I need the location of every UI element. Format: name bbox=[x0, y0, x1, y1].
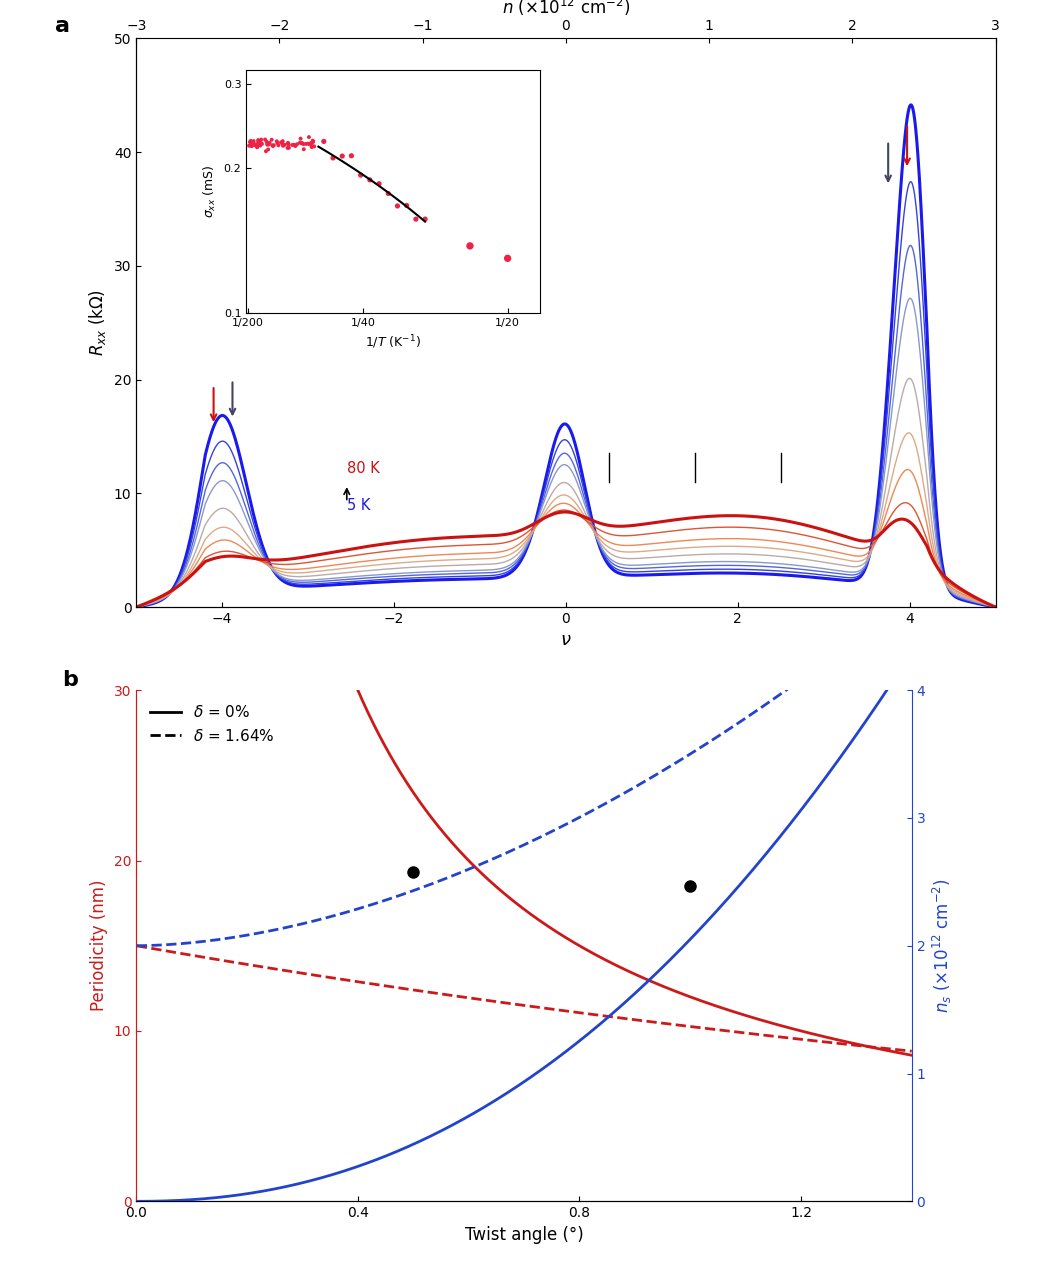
Point bbox=[245, 130, 262, 151]
Point bbox=[461, 235, 478, 256]
Point bbox=[252, 135, 268, 156]
Y-axis label: $R_{xx}$ (k$\Omega$): $R_{xx}$ (k$\Omega$) bbox=[87, 289, 108, 357]
Text: a: a bbox=[54, 15, 69, 36]
Point bbox=[252, 130, 268, 151]
Point bbox=[254, 134, 270, 155]
Point bbox=[276, 134, 292, 155]
Point bbox=[249, 132, 266, 152]
Point bbox=[280, 133, 297, 153]
Point bbox=[302, 134, 319, 155]
Point bbox=[293, 133, 310, 153]
Point bbox=[293, 133, 310, 153]
Point bbox=[303, 134, 320, 155]
Point bbox=[260, 134, 277, 155]
Point bbox=[259, 134, 276, 155]
Point bbox=[279, 138, 296, 158]
Text: b: b bbox=[63, 670, 79, 690]
Y-axis label: $n_s$ ($\times$10$^{12}$ cm$^{-2}$): $n_s$ ($\times$10$^{12}$ cm$^{-2}$) bbox=[931, 878, 954, 1013]
X-axis label: $1/T$ (K$^{-1}$): $1/T$ (K$^{-1}$) bbox=[365, 334, 421, 351]
Point bbox=[253, 133, 269, 153]
Text: 5 K: 5 K bbox=[347, 498, 370, 514]
Point bbox=[243, 135, 260, 156]
Point bbox=[249, 130, 266, 151]
Point bbox=[263, 129, 280, 150]
Point bbox=[242, 132, 259, 152]
Point bbox=[242, 130, 259, 151]
Point bbox=[250, 134, 267, 155]
Point bbox=[280, 134, 297, 155]
Point bbox=[300, 133, 316, 153]
Point bbox=[292, 128, 309, 148]
Point bbox=[303, 137, 320, 157]
Y-axis label: Periodicity (nm): Periodicity (nm) bbox=[90, 881, 108, 1011]
Point bbox=[268, 132, 285, 152]
Point bbox=[275, 130, 291, 151]
Point bbox=[270, 135, 287, 156]
Point bbox=[252, 133, 268, 153]
Point bbox=[288, 134, 305, 155]
Point bbox=[274, 133, 290, 153]
Point bbox=[259, 133, 276, 153]
Point bbox=[247, 134, 264, 155]
Point bbox=[296, 134, 312, 155]
Point bbox=[371, 174, 388, 194]
Point bbox=[272, 132, 289, 152]
Point bbox=[287, 135, 304, 156]
X-axis label: $n$ ($\times$10$^{12}$ cm$^{-2}$): $n$ ($\times$10$^{12}$ cm$^{-2}$) bbox=[502, 0, 630, 18]
Point bbox=[499, 248, 516, 268]
Point bbox=[242, 132, 259, 152]
Point bbox=[253, 129, 269, 150]
Point bbox=[280, 133, 297, 153]
Point bbox=[261, 133, 278, 153]
Point bbox=[244, 133, 261, 153]
Point bbox=[315, 132, 332, 152]
Point bbox=[264, 135, 281, 156]
Point bbox=[275, 135, 291, 156]
Point bbox=[258, 132, 275, 152]
Point bbox=[389, 196, 406, 216]
Point bbox=[304, 130, 321, 151]
Point bbox=[269, 133, 286, 153]
Point bbox=[264, 135, 281, 156]
Point bbox=[243, 134, 260, 155]
Point bbox=[248, 137, 265, 157]
Point bbox=[280, 134, 297, 155]
Point bbox=[417, 208, 434, 229]
Point bbox=[241, 135, 258, 156]
Point bbox=[352, 165, 369, 185]
Y-axis label: $\sigma_{xx}$ (mS): $\sigma_{xx}$ (mS) bbox=[202, 165, 218, 219]
Point bbox=[303, 133, 320, 153]
Point bbox=[276, 134, 292, 155]
Point bbox=[248, 137, 265, 157]
Text: 80 K: 80 K bbox=[347, 461, 379, 475]
Point bbox=[246, 135, 263, 156]
Point bbox=[362, 170, 378, 190]
Point bbox=[296, 139, 312, 160]
Point bbox=[305, 132, 322, 152]
Legend: $\delta$ = 0%, $\delta$ = 1.64%: $\delta$ = 0%, $\delta$ = 1.64% bbox=[144, 698, 281, 750]
Point bbox=[301, 127, 318, 147]
Point bbox=[325, 148, 342, 169]
Point bbox=[343, 146, 359, 166]
Point bbox=[260, 133, 277, 153]
X-axis label: Twist angle (°): Twist angle (°) bbox=[464, 1226, 584, 1243]
Point bbox=[260, 139, 277, 160]
Point bbox=[258, 141, 275, 161]
Point bbox=[306, 137, 323, 157]
Point bbox=[408, 208, 424, 229]
Point bbox=[265, 135, 282, 156]
Point bbox=[281, 138, 298, 158]
Point bbox=[305, 132, 322, 152]
Point bbox=[298, 134, 314, 155]
Point bbox=[398, 196, 415, 216]
Point bbox=[334, 146, 351, 166]
Point bbox=[257, 129, 274, 150]
Point bbox=[284, 134, 301, 155]
X-axis label: $\nu$: $\nu$ bbox=[560, 631, 572, 649]
Point bbox=[291, 133, 308, 153]
Point bbox=[379, 183, 396, 203]
Point bbox=[285, 134, 302, 155]
